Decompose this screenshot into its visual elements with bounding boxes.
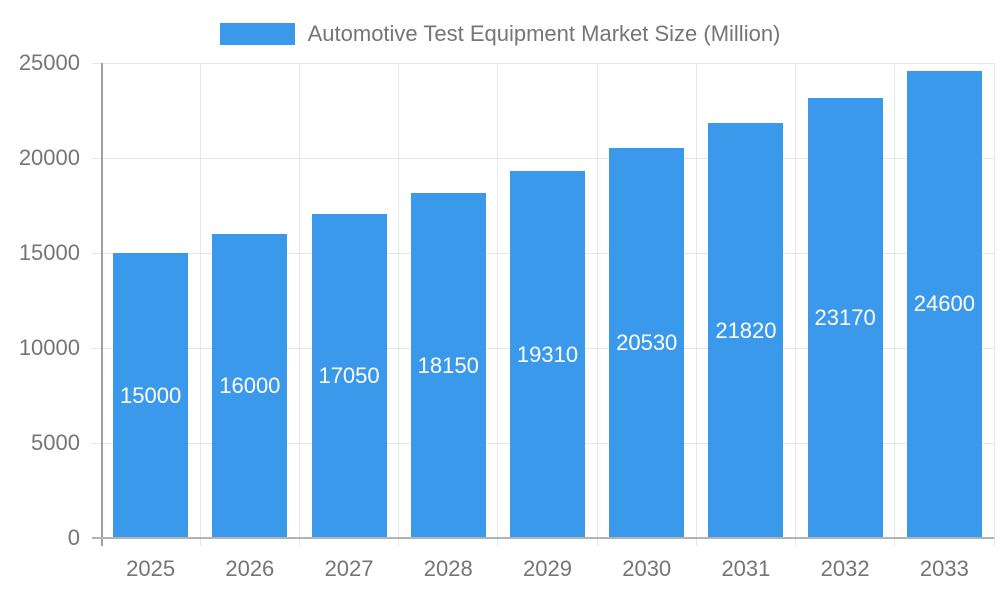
bar-column: 24600: [895, 63, 994, 538]
x-tick-label: 2027: [324, 556, 374, 581]
y-tick-label: 15000: [18, 240, 80, 265]
x-tick-label: 2028: [423, 556, 473, 581]
gridline-horizontal: [92, 157, 994, 159]
y-tick-label: 5000: [31, 430, 80, 455]
x-tick-label: 2026: [225, 556, 275, 581]
bar[interactable]: 15000: [113, 253, 189, 538]
bar-column: 16000: [200, 63, 299, 538]
bar[interactable]: 19310: [509, 171, 585, 538]
legend-item[interactable]: Automotive Test Equipment Market Size (M…: [219, 21, 781, 47]
bar-value-label: 17050: [318, 363, 380, 389]
bar-value-label: 21820: [715, 317, 777, 343]
gridline-vertical: [497, 63, 499, 546]
bar-column: 17050: [299, 63, 398, 538]
x-tick-label: 2032: [820, 556, 870, 581]
bar-value-label: 19310: [516, 341, 579, 367]
gridline-vertical: [795, 63, 797, 546]
x-axis-labels: 2025 2026 2027 2028 2029 2030 2031 2032 2033: [101, 556, 994, 582]
x-axis-line: [92, 537, 994, 539]
bar[interactable]: 17050: [311, 214, 387, 538]
bar-value-label: 15000: [120, 382, 182, 408]
plot-area: 15000 16000 17050 18150 19310 20530 21820 23170…: [92, 62, 995, 546]
bar-column: 19310: [498, 63, 597, 538]
bar-series: 15000 16000 17050 18150 19310 20530 21820 23170…: [101, 63, 994, 538]
bar-value-label: 24600: [913, 291, 975, 317]
y-axis-labels: 0 5000 10000 15000 20000 25000: [0, 50, 80, 550]
bar-column: 20530: [597, 63, 696, 538]
gridline-vertical: [993, 63, 995, 546]
bar[interactable]: 20530: [609, 147, 685, 538]
gridline-vertical: [596, 63, 598, 546]
bar-column: 23170: [796, 63, 895, 538]
y-tick-label: 10000: [18, 335, 80, 360]
bar[interactable]: 23170: [807, 97, 883, 538]
bar[interactable]: 21820: [708, 123, 784, 538]
y-axis-line: [101, 63, 103, 546]
bar[interactable]: 18150: [410, 193, 486, 538]
x-tick-label: 2031: [721, 556, 771, 581]
gridline-vertical: [199, 63, 201, 546]
gridline-vertical: [695, 63, 697, 546]
legend-swatch-icon: [219, 23, 295, 45]
y-tick-label: 0: [67, 525, 80, 550]
bar-value-label: 23170: [814, 304, 876, 330]
gridline-horizontal: [92, 62, 994, 64]
legend: Automotive Test Equipment Market Size (M…: [0, 21, 1000, 47]
y-tick-label: 25000: [18, 50, 80, 75]
y-tick-label: 20000: [18, 145, 80, 170]
x-tick-label: 2030: [622, 556, 672, 581]
x-tick-label: 2029: [523, 556, 572, 581]
bar-value-label: 16000: [219, 373, 281, 398]
bar-column: 21820: [696, 63, 795, 538]
bar-column: 18150: [399, 63, 498, 538]
x-tick-label: 2025: [126, 556, 176, 581]
bar[interactable]: 16000: [212, 234, 288, 538]
bar-value-label: 20530: [616, 329, 678, 355]
x-tick-label: 2033: [919, 556, 969, 581]
bar[interactable]: 24600: [906, 70, 982, 538]
bar-value-label: 18150: [417, 352, 479, 378]
gridline-vertical: [298, 63, 300, 546]
gridline-vertical: [398, 63, 400, 546]
legend-label: Automotive Test Equipment Market Size (M…: [307, 21, 781, 46]
gridline-vertical: [894, 63, 896, 546]
bar-column: 15000: [101, 63, 200, 538]
